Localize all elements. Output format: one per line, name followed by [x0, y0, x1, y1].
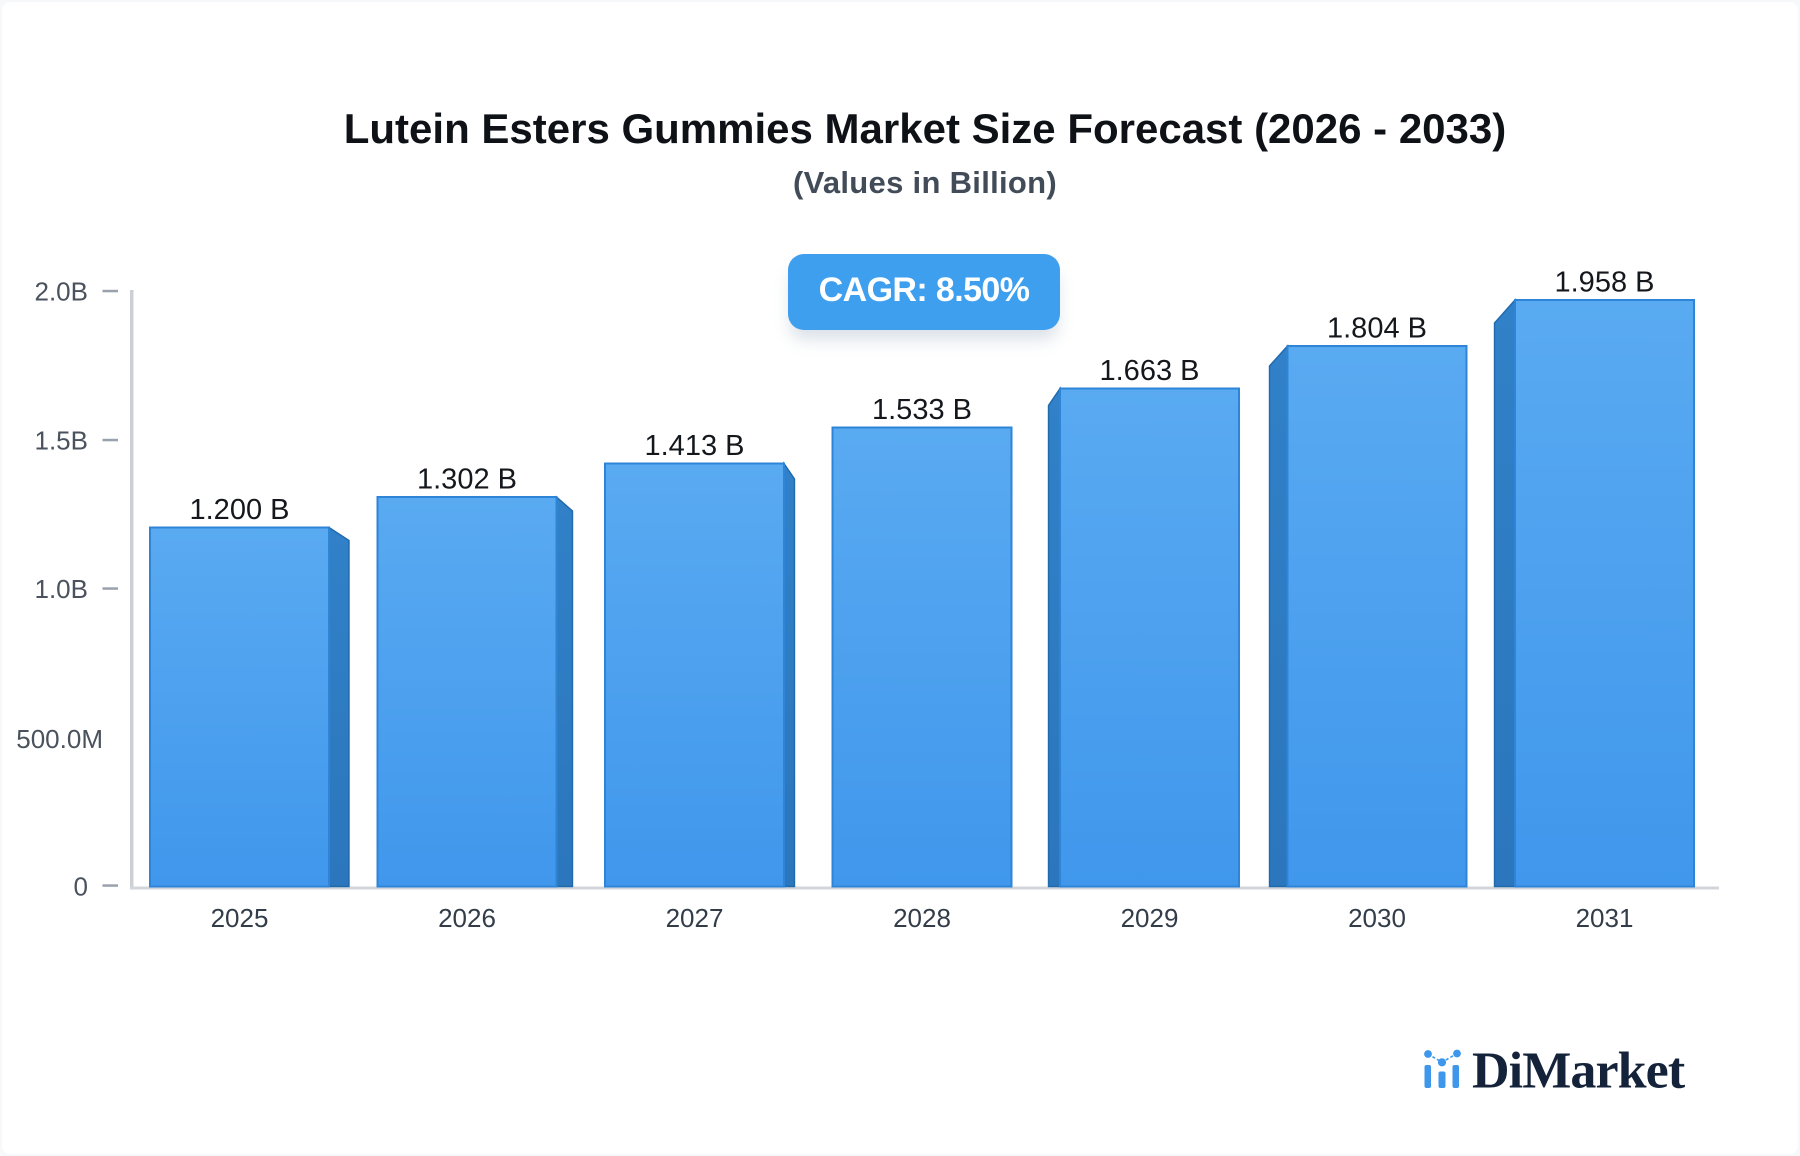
svg-text:2025: 2025: [211, 903, 269, 933]
svg-text:2027: 2027: [666, 903, 724, 933]
svg-text:2030: 2030: [1348, 903, 1406, 933]
svg-text:2.0B: 2.0B: [35, 277, 89, 307]
svg-text:2028: 2028: [893, 903, 951, 933]
svg-text:1.958 B: 1.958 B: [1555, 267, 1655, 299]
svg-text:2029: 2029: [1121, 903, 1179, 933]
svg-text:500.0M: 500.0M: [16, 724, 103, 754]
svg-text:1.200 B: 1.200 B: [190, 494, 290, 526]
svg-text:1.413 B: 1.413 B: [645, 430, 745, 462]
svg-text:1.5B: 1.5B: [35, 426, 89, 456]
svg-text:DiMarket: DiMarket: [1472, 1043, 1686, 1100]
svg-text:1.663 B: 1.663 B: [1100, 355, 1200, 387]
svg-text:1.0B: 1.0B: [35, 574, 89, 604]
svg-text:1.804 B: 1.804 B: [1327, 313, 1427, 345]
svg-text:1.533 B: 1.533 B: [872, 394, 972, 426]
svg-text:2031: 2031: [1576, 903, 1634, 933]
svg-text:0: 0: [74, 871, 88, 901]
svg-text:2026: 2026: [438, 903, 496, 933]
svg-text:1.302 B: 1.302 B: [417, 464, 517, 496]
